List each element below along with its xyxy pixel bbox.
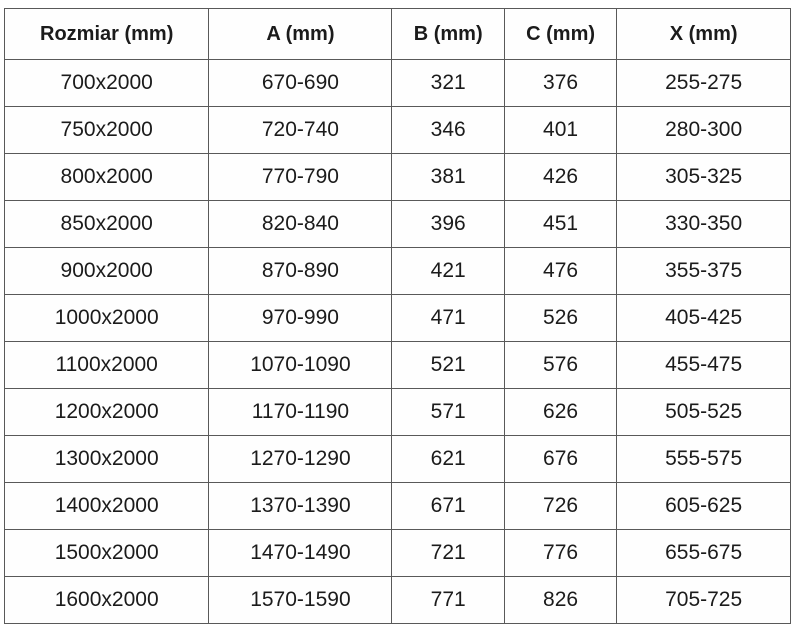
table-row: 1500x2000 1470-1490 721 776 655-675 — [3, 529, 791, 577]
table-cell: 576 — [503, 341, 618, 389]
table-cell: 700x2000 — [3, 59, 210, 107]
table-cell: 626 — [503, 388, 618, 436]
table-cell: 401 — [503, 106, 618, 154]
table-cell: 455-475 — [616, 341, 791, 389]
table-cell: 721 — [391, 529, 505, 577]
table-cell: 346 — [391, 106, 505, 154]
table-cell: 1370-1390 — [208, 482, 393, 530]
table-cell: 505-525 — [616, 388, 791, 436]
table-cell: 471 — [391, 294, 505, 342]
table-cell: 1400x2000 — [3, 482, 210, 530]
table-cell: 476 — [503, 247, 618, 295]
table-cell: 870-890 — [208, 247, 393, 295]
table-cell: 1570-1590 — [208, 576, 393, 624]
table-cell: 376 — [503, 59, 618, 107]
table-row: 1000x2000 970-990 471 526 405-425 — [3, 294, 791, 342]
table-cell: 850x2000 — [3, 200, 210, 248]
table-cell: 800x2000 — [3, 153, 210, 201]
table-row: 850x2000 820-840 396 451 330-350 — [3, 200, 791, 248]
table-cell: 1070-1090 — [208, 341, 393, 389]
table-cell: 820-840 — [208, 200, 393, 248]
table-cell: 1300x2000 — [3, 435, 210, 483]
table-cell: 421 — [391, 247, 505, 295]
header-rozmiar: Rozmiar (mm) — [3, 8, 210, 60]
table-cell: 321 — [391, 59, 505, 107]
table-cell: 1470-1490 — [208, 529, 393, 577]
table-cell: 280-300 — [616, 106, 791, 154]
table-cell: 381 — [391, 153, 505, 201]
table-row: 1100x2000 1070-1090 521 576 455-475 — [3, 341, 791, 389]
table-cell: 255-275 — [616, 59, 791, 107]
table-cell: 970-990 — [208, 294, 393, 342]
table-cell: 671 — [391, 482, 505, 530]
table-cell: 305-325 — [616, 153, 791, 201]
table-cell: 676 — [503, 435, 618, 483]
table-cell: 750x2000 — [3, 106, 210, 154]
table-cell: 355-375 — [616, 247, 791, 295]
table-cell: 330-350 — [616, 200, 791, 248]
table-cell: 526 — [503, 294, 618, 342]
size-spec-table: Rozmiar (mm) A (mm) B (mm) C (mm) X (mm)… — [3, 8, 791, 624]
table-row: 1400x2000 1370-1390 671 726 605-625 — [3, 482, 791, 530]
table-cell: 705-725 — [616, 576, 791, 624]
table-cell: 900x2000 — [3, 247, 210, 295]
table-row: 700x2000 670-690 321 376 255-275 — [3, 59, 791, 107]
table-row: 750x2000 720-740 346 401 280-300 — [3, 106, 791, 154]
table-cell: 521 — [391, 341, 505, 389]
table-cell: 771 — [391, 576, 505, 624]
table-cell: 405-425 — [616, 294, 791, 342]
table-cell: 426 — [503, 153, 618, 201]
table-cell: 1170-1190 — [208, 388, 393, 436]
table-cell: 720-740 — [208, 106, 393, 154]
table-cell: 670-690 — [208, 59, 393, 107]
header-x: X (mm) — [616, 8, 791, 60]
table-row: 900x2000 870-890 421 476 355-375 — [3, 247, 791, 295]
table-cell: 726 — [503, 482, 618, 530]
table-cell: 1100x2000 — [3, 341, 210, 389]
header-b: B (mm) — [391, 8, 505, 60]
table-cell: 826 — [503, 576, 618, 624]
table-cell: 776 — [503, 529, 618, 577]
table-header: Rozmiar (mm) A (mm) B (mm) C (mm) X (mm) — [3, 8, 791, 60]
table-row: 1300x2000 1270-1290 621 676 555-575 — [3, 435, 791, 483]
table-body: 700x2000 670-690 321 376 255-275 750x2000 720-… — [3, 59, 791, 624]
table-cell: 1600x2000 — [3, 576, 210, 624]
header-a: A (mm) — [208, 8, 393, 60]
table-cell: 1500x2000 — [3, 529, 210, 577]
table-cell: 605-625 — [616, 482, 791, 530]
table-cell: 1200x2000 — [3, 388, 210, 436]
table-row: 1600x2000 1570-1590 771 826 705-725 — [3, 576, 791, 624]
table-row: 1200x2000 1170-1190 571 626 505-525 — [3, 388, 791, 436]
table-cell: 621 — [391, 435, 505, 483]
table-cell: 1000x2000 — [3, 294, 210, 342]
table-cell: 396 — [391, 200, 505, 248]
table-cell: 770-790 — [208, 153, 393, 201]
table-row: 800x2000 770-790 381 426 305-325 — [3, 153, 791, 201]
header-c: C (mm) — [503, 8, 618, 60]
header-row: Rozmiar (mm) A (mm) B (mm) C (mm) X (mm) — [3, 8, 791, 60]
table-cell: 1270-1290 — [208, 435, 393, 483]
table-cell: 571 — [391, 388, 505, 436]
table-cell: 451 — [503, 200, 618, 248]
table-cell: 555-575 — [616, 435, 791, 483]
table-cell: 655-675 — [616, 529, 791, 577]
